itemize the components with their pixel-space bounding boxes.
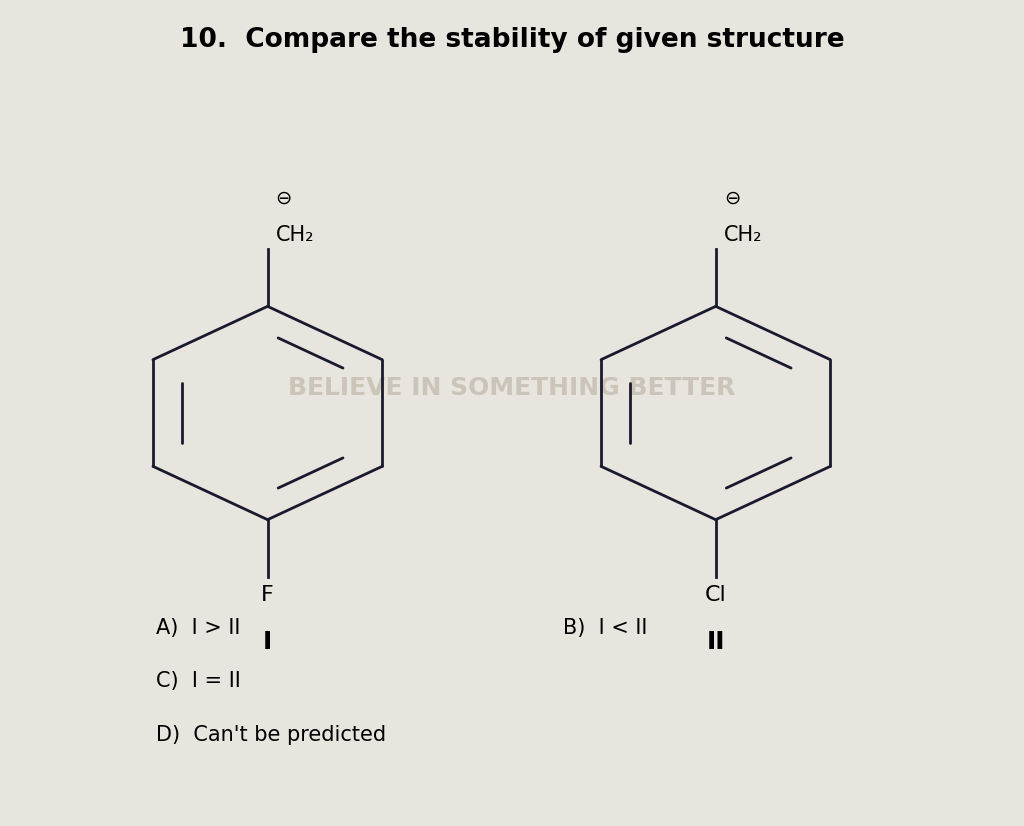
Text: CH₂: CH₂ [724,225,763,244]
Text: A)  I > II: A) I > II [156,618,240,638]
Text: B)  I < II: B) I < II [563,618,647,638]
Text: 10.  Compare the stability of given structure: 10. Compare the stability of given struc… [179,27,845,54]
Text: BELIEVE IN SOMETHING BETTER: BELIEVE IN SOMETHING BETTER [289,377,735,401]
Text: D)  Can't be predicted: D) Can't be predicted [156,724,386,745]
Text: ⊖: ⊖ [275,189,292,208]
Text: F: F [261,586,274,605]
Text: ⊖: ⊖ [724,189,740,208]
Text: C)  I = II: C) I = II [156,672,241,691]
Text: I: I [263,630,272,654]
Text: Cl: Cl [705,586,727,605]
Text: CH₂: CH₂ [275,225,314,244]
Text: II: II [707,630,725,654]
